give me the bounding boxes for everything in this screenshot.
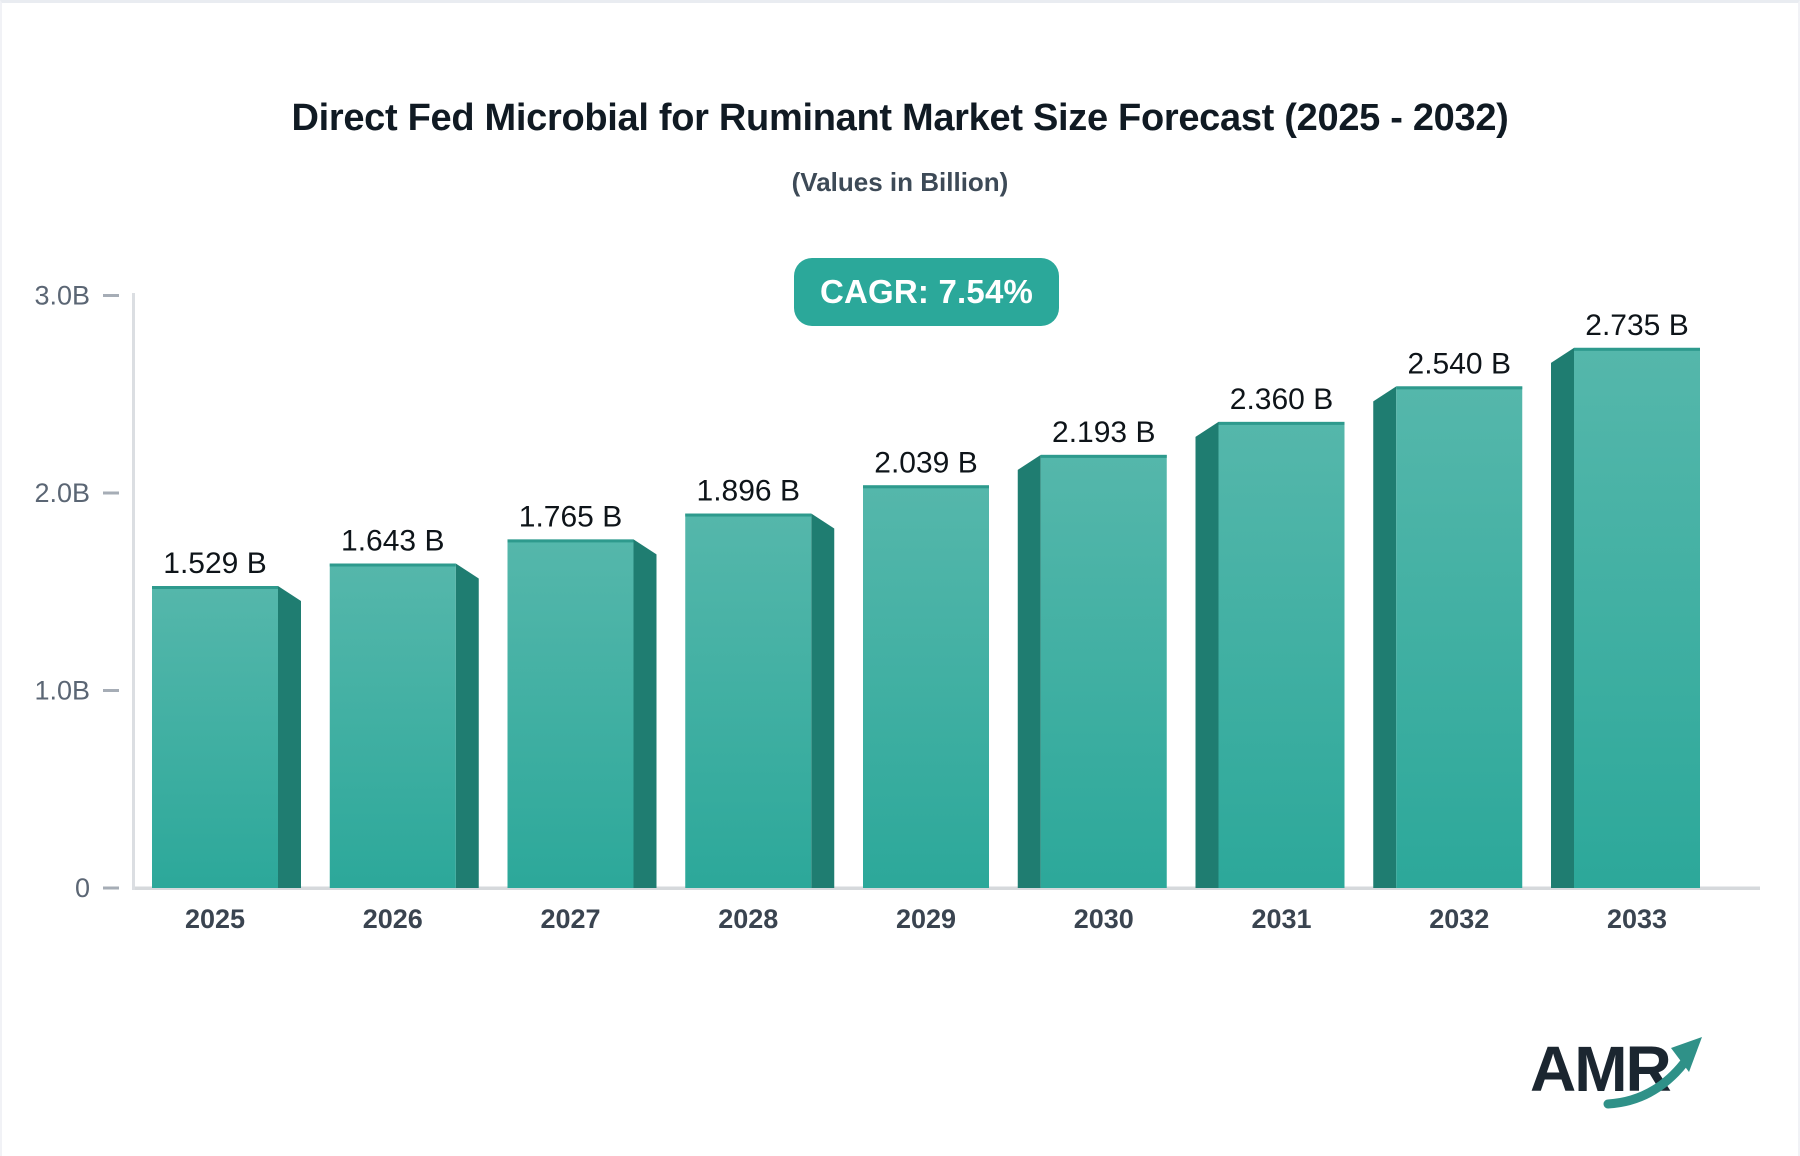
bar-3d-side — [455, 563, 479, 888]
bar-2028 — [685, 513, 812, 888]
bar-value-label: 2.039 B — [874, 446, 977, 479]
x-axis-label: 2033 — [1607, 904, 1667, 934]
bar-2032 — [1396, 386, 1523, 888]
bar-top-edge — [152, 586, 278, 590]
y-axis-label: 1.0B — [34, 676, 90, 706]
bar-top-edge — [507, 539, 634, 543]
bar-3d-side — [633, 539, 657, 888]
y-axis-label: 2.0B — [34, 478, 90, 508]
x-axis-line — [132, 886, 1760, 890]
y-tick — [103, 491, 119, 495]
bar-top-edge — [1218, 421, 1345, 425]
y-axis-label: 3.0B — [34, 281, 90, 311]
bar-3d-side — [1017, 454, 1041, 888]
x-axis-label: 2032 — [1429, 904, 1489, 934]
chart-title: Direct Fed Microbial for Ruminant Market… — [291, 97, 1509, 139]
bar-top-edge — [329, 563, 456, 567]
bar-chart-canvas: 3.0B 2.0B 1.0B 0 1.529 B 2025 1.643 B 2026 1.765… — [34, 281, 1760, 934]
bar-chart: 3.0B 2.0B 1.0B 0 1.529 B 2025 1.643 B 2026 1.765… — [2, 3, 1798, 1156]
cagr-badge: CAGR: 7.54% — [794, 258, 1059, 326]
x-axis-label: 2028 — [718, 904, 778, 934]
bar-2029 — [863, 485, 989, 888]
bar-top-edge — [1574, 347, 1700, 351]
x-axis-label: 2027 — [540, 904, 600, 934]
bar-2025 — [152, 586, 278, 888]
bar-top-edge — [863, 485, 989, 489]
bar-value-label: 1.765 B — [519, 500, 622, 533]
y-axis-label: 0 — [75, 873, 90, 903]
y-tick — [103, 294, 119, 297]
bar-top-edge — [1040, 454, 1167, 458]
x-axis-label: 2030 — [1074, 904, 1134, 934]
x-axis-label: 2026 — [363, 904, 423, 934]
bar-3d-side — [1373, 386, 1397, 888]
y-axis-line — [132, 293, 135, 890]
bar-2026 — [329, 563, 456, 888]
bar-value-label: 2.735 B — [1585, 309, 1688, 342]
cagr-badge-label: CAGR: 7.54% — [819, 273, 1034, 310]
bar-2033 — [1574, 347, 1700, 888]
bar-value-label: 2.360 B — [1230, 383, 1333, 416]
x-axis-label: 2025 — [185, 904, 245, 934]
bar-value-label: 1.896 B — [697, 475, 800, 508]
x-axis-label: 2031 — [1251, 904, 1311, 934]
bar-value-label: 1.643 B — [341, 525, 444, 558]
bar-2031 — [1218, 421, 1345, 888]
bar-3d-side — [1551, 347, 1574, 888]
amr-logo: AMR — [1530, 1033, 1702, 1109]
bar-2027 — [507, 539, 634, 888]
bar-top-edge — [1396, 386, 1523, 390]
y-tick — [103, 886, 119, 890]
bar-value-label: 1.529 B — [163, 547, 266, 580]
bar-3d-side — [811, 513, 835, 888]
bar-top-edge — [685, 513, 812, 517]
bar-value-label: 2.540 B — [1408, 347, 1511, 380]
chart-subtitle: (Values in Billion) — [791, 167, 1009, 197]
bar-2030 — [1040, 454, 1167, 888]
bar-3d-side — [1195, 421, 1219, 888]
bar-3d-side — [278, 586, 301, 888]
growth-arrow-icon — [1603, 1058, 1689, 1109]
bar-value-label: 2.193 B — [1052, 416, 1155, 449]
y-tick — [103, 689, 119, 692]
growth-arrow-head-icon — [1671, 1037, 1702, 1072]
x-axis-label: 2029 — [896, 904, 956, 934]
